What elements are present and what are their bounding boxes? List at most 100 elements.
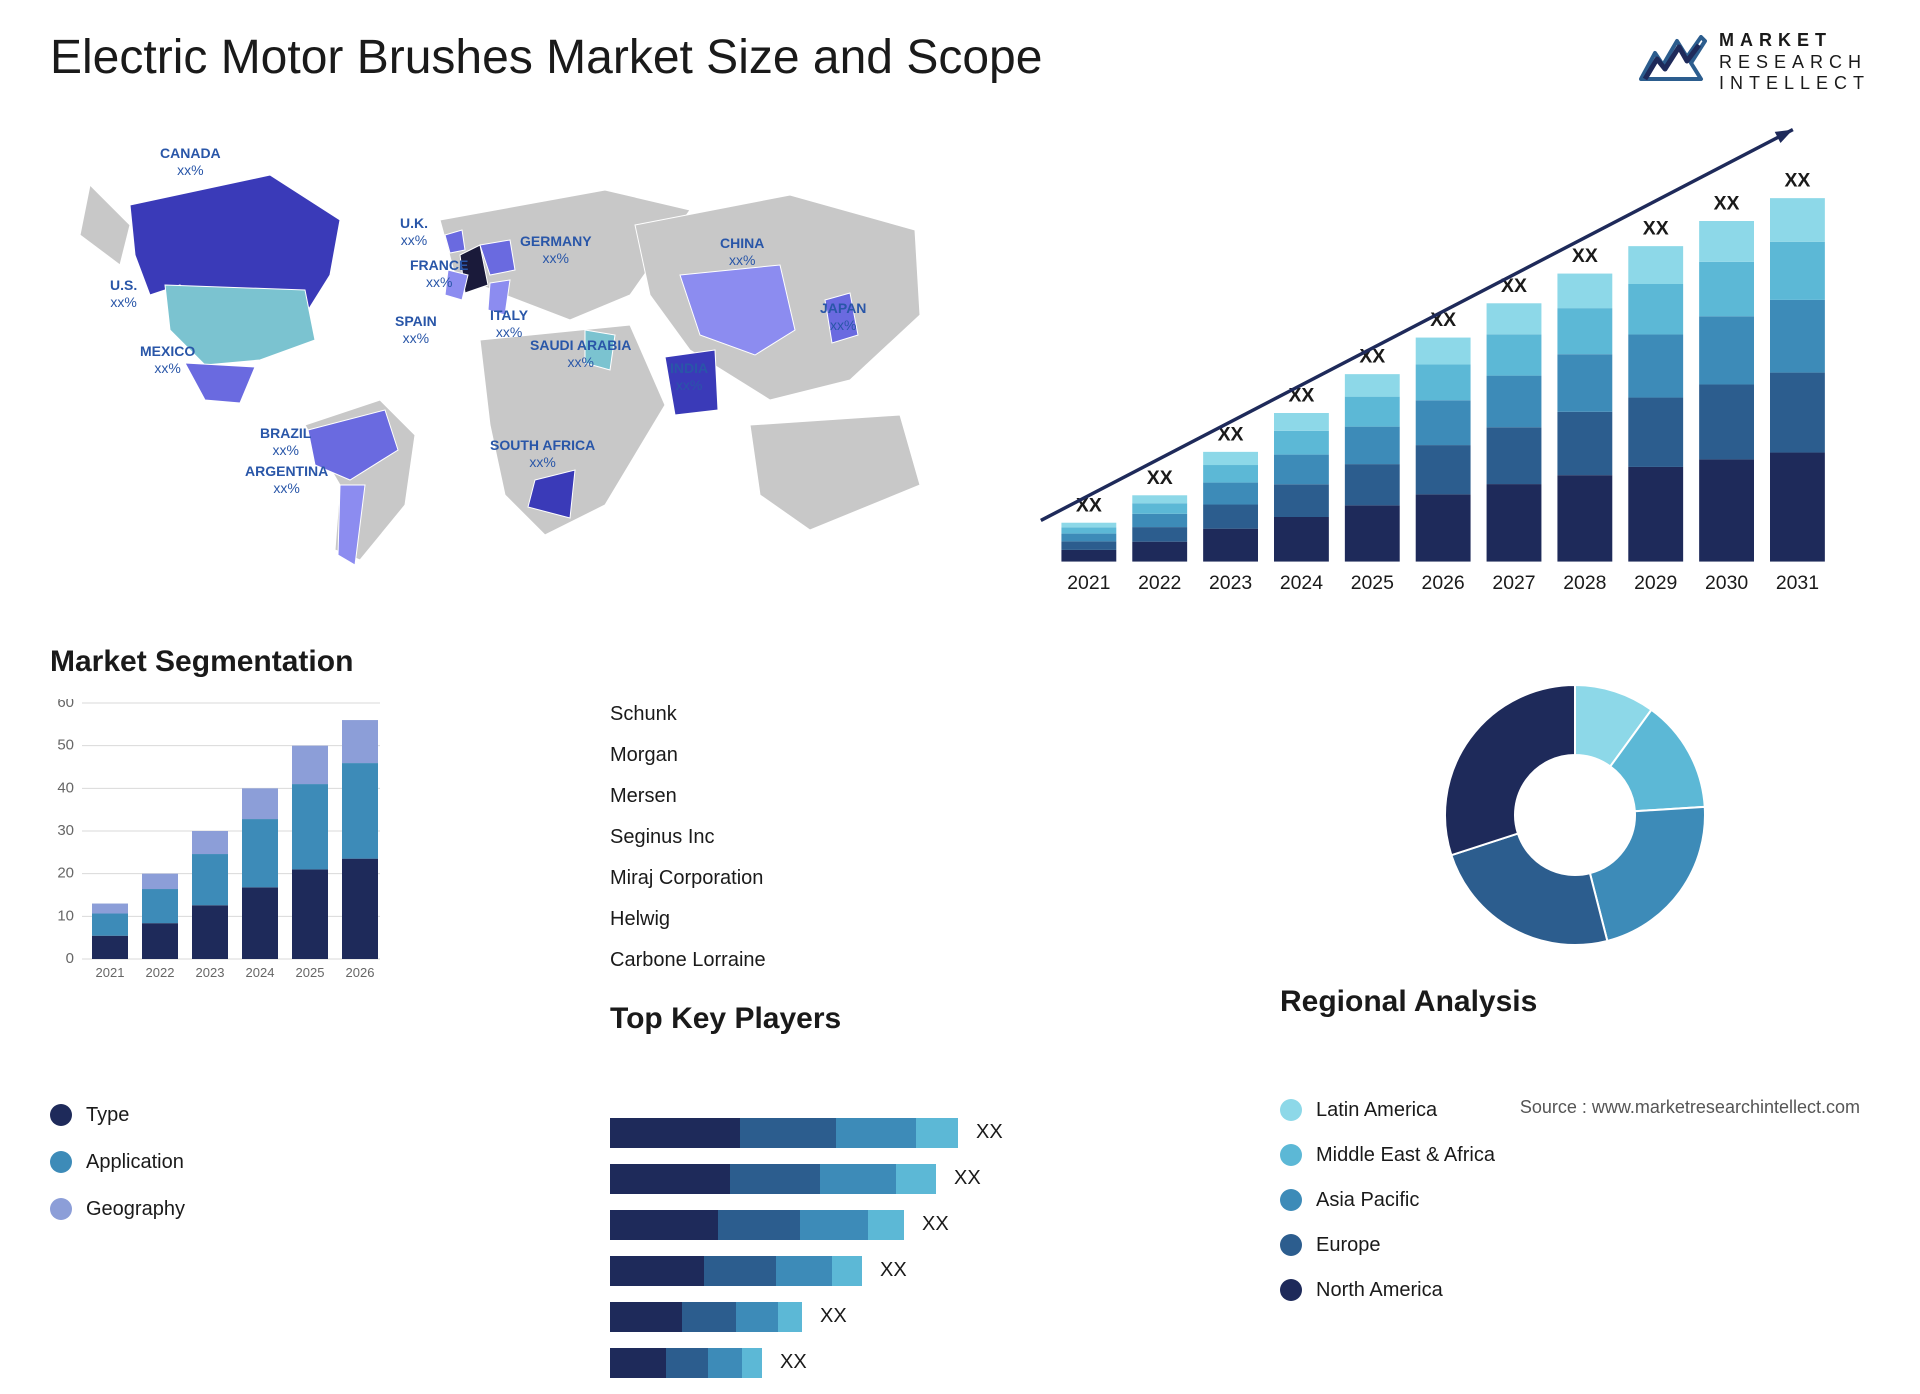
growth-year-label: 2031 [1776, 572, 1819, 594]
key-player-bar-segment [718, 1210, 800, 1240]
growth-bar-segment [1557, 273, 1612, 308]
growth-bar-segment [1203, 465, 1258, 483]
map-country-label: BRAZILxx% [260, 425, 311, 459]
map-country-label: SOUTH AFRICAxx% [490, 437, 595, 471]
key-player-bar-segment [610, 1302, 682, 1332]
brand-text-line-1: MARKET [1719, 30, 1870, 52]
map-country-label: INDIAxx% [670, 360, 708, 394]
growth-year-label: 2023 [1209, 572, 1252, 594]
legend-label: Type [86, 1104, 129, 1127]
growth-bar-segment [1061, 527, 1116, 533]
map-region [185, 363, 255, 403]
key-player-bar-segment [610, 1348, 666, 1378]
growth-bar-segment [1770, 242, 1825, 300]
growth-bar-segment [1203, 504, 1258, 528]
key-player-name: Seginus Inc [610, 826, 1250, 849]
seg-y-tick: 30 [57, 822, 74, 839]
seg-bar-segment [342, 763, 378, 859]
growth-bar-segment [1557, 354, 1612, 412]
growth-chart: XX2021XX2022XX2023XX2024XX2025XX2026XX20… [1030, 125, 1870, 605]
legend-label: Asia Pacific [1316, 1189, 1419, 1212]
seg-bar-segment [342, 858, 378, 958]
growth-bar-segment [1345, 464, 1400, 505]
key-player-bar-segment [610, 1256, 704, 1286]
legend-swatch-icon [1280, 1144, 1302, 1166]
growth-bar-segment [1203, 452, 1258, 465]
growth-bar-segment [1628, 334, 1683, 397]
seg-year-label: 2026 [346, 965, 375, 980]
key-player-bar-row: XX [610, 1348, 1250, 1378]
growth-bar-value-label: XX [1076, 494, 1102, 516]
legend-swatch-icon [1280, 1279, 1302, 1301]
map-country-label: FRANCExx% [410, 257, 468, 291]
legend-swatch-icon [50, 1198, 72, 1220]
growth-bar-segment [1061, 533, 1116, 541]
legend-label: Latin America [1316, 1099, 1437, 1122]
regional-title: Regional Analysis [1280, 985, 1870, 1019]
key-player-bar-row: XX [610, 1302, 1250, 1332]
regional-donut-svg [1435, 675, 1715, 955]
growth-bar-segment [1487, 375, 1542, 427]
growth-bar-segment [1274, 413, 1329, 431]
growth-bar-segment [1487, 303, 1542, 334]
growth-bar-segment [1274, 484, 1329, 517]
growth-bar-value-label: XX [1643, 217, 1669, 239]
map-region [750, 415, 920, 530]
regional-legend-item: Middle East & Africa [1280, 1144, 1870, 1167]
growth-bar-segment [1345, 374, 1400, 396]
key-player-bar-row: XX [610, 1164, 1250, 1194]
growth-year-label: 2022 [1138, 572, 1181, 594]
seg-y-tick: 50 [57, 736, 74, 753]
growth-chart-svg: XX2021XX2022XX2023XX2024XX2025XX2026XX20… [1030, 125, 1870, 605]
segmentation-title: Market Segmentation [50, 645, 580, 679]
key-player-bar-segment [610, 1210, 718, 1240]
growth-bar-segment [1770, 300, 1825, 373]
seg-bar-segment [242, 887, 278, 959]
regional-legend-item: Europe [1280, 1234, 1870, 1257]
key-player-bar-row: XX [610, 1118, 1250, 1148]
growth-bar-segment [1061, 541, 1116, 550]
growth-bar-segment [1628, 284, 1683, 334]
legend-label: North America [1316, 1279, 1443, 1302]
growth-bar-segment [1557, 412, 1612, 475]
key-player-bar-segment [778, 1302, 802, 1332]
growth-bar-segment [1274, 431, 1329, 455]
growth-bar-segment [1274, 454, 1329, 484]
growth-bar-segment [1203, 528, 1258, 561]
map-country-label: SAUDI ARABIAxx% [530, 337, 631, 371]
key-player-name: Schunk [610, 703, 1250, 726]
seg-bar-segment [192, 905, 228, 959]
legend-label: Geography [86, 1198, 185, 1221]
growth-bar-segment [1416, 400, 1471, 445]
legend-swatch-icon [1280, 1189, 1302, 1211]
seg-bar-segment [342, 720, 378, 763]
regional-donut-slice [1590, 807, 1705, 941]
regional-legend: Latin America Middle East & Africa Asia Pa… [1280, 1039, 1870, 1302]
map-country-label: ARGENTINAxx% [245, 463, 328, 497]
seg-year-label: 2023 [196, 965, 225, 980]
key-player-bar-segment [868, 1210, 904, 1240]
legend-label: Application [86, 1151, 184, 1174]
key-player-value-label: XX [780, 1351, 807, 1374]
seg-bar-segment [292, 869, 328, 959]
seg-year-label: 2025 [296, 965, 325, 980]
key-player-bar-segment [776, 1256, 832, 1286]
seg-bar-segment [142, 889, 178, 923]
key-player-value-label: XX [880, 1259, 907, 1282]
growth-year-label: 2025 [1351, 572, 1394, 594]
growth-bar-segment [1770, 452, 1825, 561]
growth-bar-segment [1416, 364, 1471, 400]
legend-swatch-icon [50, 1104, 72, 1126]
seg-legend-item: Application [50, 1151, 580, 1174]
key-player-name: Morgan [610, 744, 1250, 767]
key-player-value-label: XX [976, 1121, 1003, 1144]
growth-bar-segment [1061, 522, 1116, 527]
map-region [80, 185, 130, 265]
growth-year-label: 2028 [1563, 572, 1606, 594]
growth-bar-segment [1699, 459, 1754, 561]
key-player-bar-segment [800, 1210, 868, 1240]
key-player-bar-segment [736, 1302, 778, 1332]
seg-year-label: 2021 [96, 965, 125, 980]
growth-bar-segment [1487, 334, 1542, 375]
map-country-label: JAPANxx% [820, 300, 866, 334]
